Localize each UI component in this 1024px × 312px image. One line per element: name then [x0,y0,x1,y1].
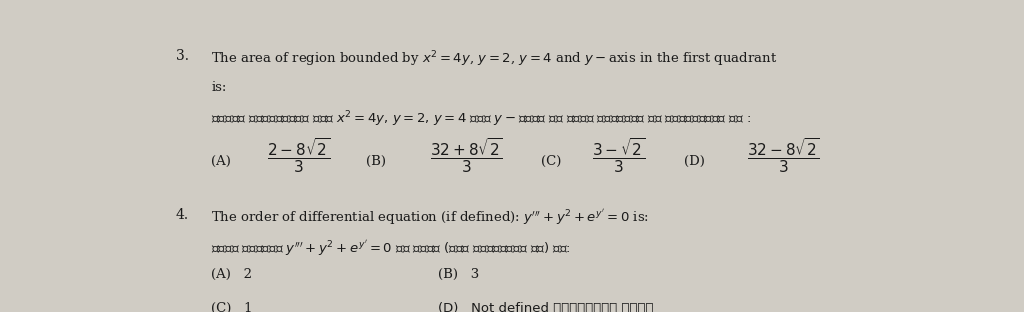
Text: 4.: 4. [176,208,188,222]
Text: 3.: 3. [176,49,188,63]
Text: (A)   2: (A) 2 [211,268,252,281]
Text: अवकल समीकरण $y^{\prime\prime\prime}+y^2+e^{y^{\prime}}=0$ की कोटि (यदि परिभाषित : अवकल समीकरण $y^{\prime\prime\prime}+y^2+… [211,239,571,258]
Text: The area of region bounded by $x^2=4y$, $y=2$, $y=4$ and $y-$axis in the first q: The area of region bounded by $x^2=4y$, … [211,49,777,69]
Text: (A): (A) [211,155,231,168]
Text: (B)   3: (B) 3 [437,268,479,281]
Text: $\dfrac{32+8\sqrt{2}}{3}$: $\dfrac{32+8\sqrt{2}}{3}$ [430,136,503,174]
Text: $\dfrac{32-8\sqrt{2}}{3}$: $\dfrac{32-8\sqrt{2}}{3}$ [748,136,820,174]
Text: (C)   1: (C) 1 [211,302,253,312]
Text: is:: is: [211,81,226,94]
Text: (C): (C) [541,155,561,168]
Text: (D)   Not defined परिभाषित नहीं: (D) Not defined परिभाषित नहीं [437,302,653,312]
Text: प्रथम चतुर्थांश में $x^2=4y$, $y=2$, $y=4$ एवं $y-$अक्ष से घिरे क्षेत्र का क्षेत: प्रथम चतुर्थांश में $x^2=4y$, $y=2$, $y=… [211,110,752,129]
Text: The order of differential equation (if defined): $y^{\prime\prime\prime}+y^2+e^{: The order of differential equation (if d… [211,208,649,227]
Text: (B): (B) [367,155,386,168]
Text: $\dfrac{3-\sqrt{2}}{3}$: $\dfrac{3-\sqrt{2}}{3}$ [592,136,645,174]
Text: (D): (D) [684,155,705,168]
Text: $\dfrac{2-8\sqrt{2}}{3}$: $\dfrac{2-8\sqrt{2}}{3}$ [267,136,330,174]
